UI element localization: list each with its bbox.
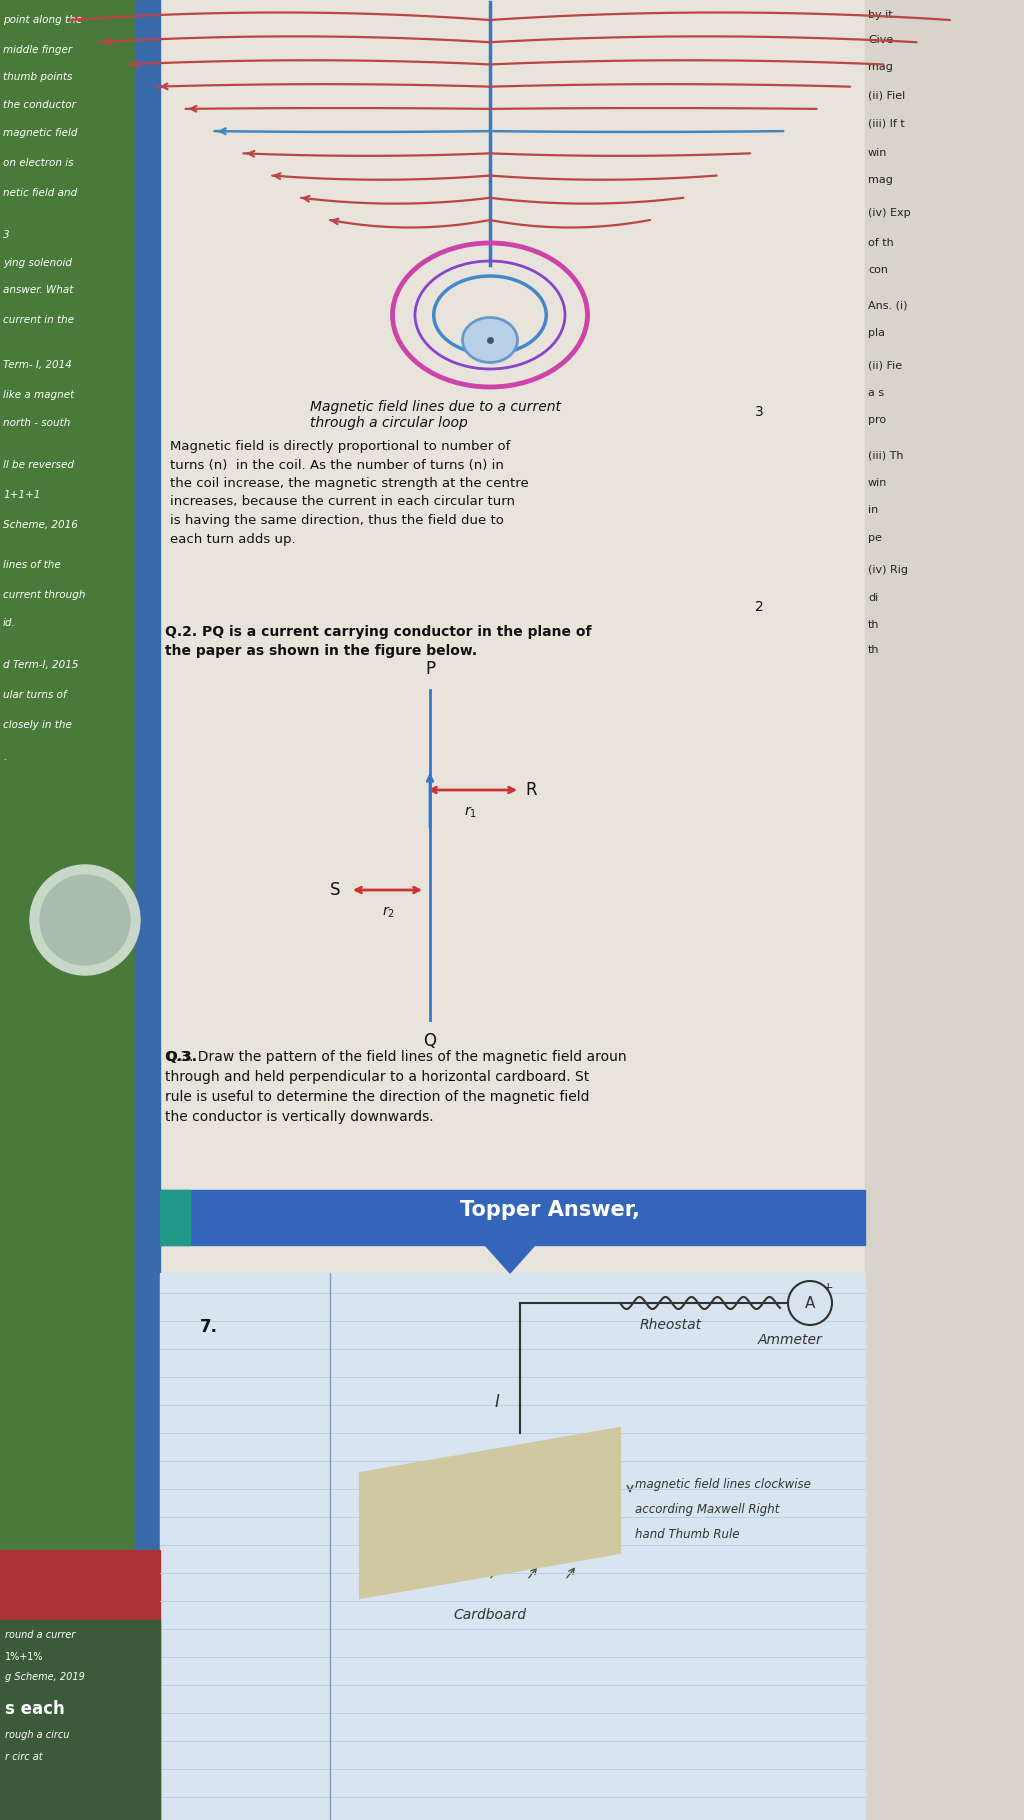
Bar (865, 0, 1024, 1820)
Text: con: con (868, 266, 888, 275)
Bar (135, 0, 160, 1820)
Bar (160, 1190, 865, 1245)
Text: ll be reversed: ll be reversed (3, 460, 74, 470)
Text: according Maxwell Right: according Maxwell Right (635, 1503, 779, 1516)
Text: hand Thumb Rule: hand Thumb Rule (635, 1529, 739, 1542)
Text: rough a circu: rough a circu (5, 1731, 70, 1740)
Text: th: th (868, 621, 880, 630)
Text: in: in (868, 504, 879, 515)
Text: (ii) Fiel: (ii) Fiel (868, 89, 905, 100)
Text: middle finger: middle finger (3, 46, 72, 55)
Text: +: + (822, 1281, 834, 1294)
Text: A: A (805, 1296, 815, 1310)
Circle shape (40, 875, 130, 965)
Bar (0, 1551, 160, 1820)
Text: Q.3.: Q.3. (165, 1050, 197, 1065)
Text: by it: by it (868, 9, 893, 20)
Text: of th: of th (868, 238, 894, 248)
Text: thumb points: thumb points (3, 73, 73, 82)
Text: Ans. (i): Ans. (i) (868, 300, 907, 309)
Text: pro: pro (868, 415, 886, 426)
Text: (iii) Th: (iii) Th (868, 450, 903, 460)
Bar (0, 0, 160, 1820)
Text: di: di (868, 593, 879, 602)
Text: id.: id. (3, 619, 15, 628)
Text: Give: Give (868, 35, 893, 46)
Text: (iv) Exp: (iv) Exp (868, 207, 910, 218)
Text: (iii) If t: (iii) If t (868, 118, 905, 127)
Text: Scheme, 2016: Scheme, 2016 (3, 521, 78, 530)
Text: ying solenoid: ying solenoid (3, 258, 72, 268)
Text: s each: s each (5, 1700, 65, 1718)
Circle shape (30, 864, 140, 976)
Text: Rheostat: Rheostat (640, 1318, 702, 1332)
Text: 1%+1%: 1%+1% (5, 1653, 43, 1662)
Text: magnetic field lines clockwise: magnetic field lines clockwise (635, 1478, 811, 1491)
Text: the conductor: the conductor (3, 100, 76, 109)
Text: current through: current through (3, 590, 85, 601)
Text: ular turns of: ular turns of (3, 690, 67, 701)
Text: 7.: 7. (200, 1318, 218, 1336)
Text: win: win (868, 147, 888, 158)
Text: $r_2$: $r_2$ (382, 905, 394, 921)
Text: closely in the: closely in the (3, 721, 72, 730)
Bar (160, 1190, 190, 1245)
Polygon shape (485, 1245, 535, 1272)
Polygon shape (360, 1429, 620, 1598)
Bar (160, 0, 865, 1820)
Bar (160, 1272, 865, 1820)
Text: (ii) Fie: (ii) Fie (868, 360, 902, 369)
Text: g Scheme, 2019: g Scheme, 2019 (5, 1673, 85, 1682)
Text: S: S (330, 881, 340, 899)
Text: d Term-I, 2015: d Term-I, 2015 (3, 661, 79, 670)
Text: win: win (868, 479, 888, 488)
Text: answer. What: answer. What (3, 286, 74, 295)
Text: like a magnet: like a magnet (3, 389, 75, 400)
Text: 2: 2 (755, 601, 764, 613)
Text: Q.3. Draw the pattern of the field lines of the magnetic field aroun
through and: Q.3. Draw the pattern of the field lines… (165, 1050, 627, 1125)
Text: lines of the: lines of the (3, 561, 60, 570)
Text: magnetic field: magnetic field (3, 127, 78, 138)
Text: Ammeter: Ammeter (758, 1332, 822, 1347)
Text: 3: 3 (755, 406, 764, 419)
Text: Q: Q (424, 1032, 436, 1050)
Text: (iv) Rig: (iv) Rig (868, 564, 908, 575)
Bar (0, 1620, 160, 1820)
Text: $r_1$: $r_1$ (464, 804, 476, 821)
Text: netic field and: netic field and (3, 187, 77, 198)
Text: 1+1+1: 1+1+1 (3, 490, 40, 501)
Circle shape (788, 1281, 831, 1325)
Text: on electron is: on electron is (3, 158, 74, 167)
Text: mag: mag (868, 175, 893, 186)
Text: pla: pla (868, 328, 885, 339)
Text: r circ at: r circ at (5, 1753, 43, 1762)
Text: Cardboard: Cardboard (454, 1609, 526, 1622)
Text: a s: a s (868, 388, 884, 399)
Text: I: I (495, 1392, 500, 1410)
Text: R: R (525, 781, 537, 799)
Text: round a currer: round a currer (5, 1631, 75, 1640)
Text: th: th (868, 644, 880, 655)
Ellipse shape (463, 317, 517, 362)
Text: Topper Answer,: Topper Answer, (460, 1199, 640, 1219)
Text: north - south: north - south (3, 419, 71, 428)
Text: current in the: current in the (3, 315, 74, 326)
Text: .: . (3, 752, 6, 763)
Text: Magnetic field lines due to a current
through a circular loop: Magnetic field lines due to a current th… (310, 400, 561, 430)
Text: mag: mag (868, 62, 893, 73)
Text: Magnetic field is directly proportional to number of
turns (n)  in the coil. As : Magnetic field is directly proportional … (170, 440, 528, 546)
Text: point along the: point along the (3, 15, 82, 25)
Text: Term- I, 2014: Term- I, 2014 (3, 360, 72, 369)
Text: pe: pe (868, 533, 882, 542)
Text: 3: 3 (3, 229, 9, 240)
Text: P: P (425, 661, 435, 679)
Text: Q.2. PQ is a current carrying conductor in the plane of
the paper as shown in th: Q.2. PQ is a current carrying conductor … (165, 624, 592, 659)
